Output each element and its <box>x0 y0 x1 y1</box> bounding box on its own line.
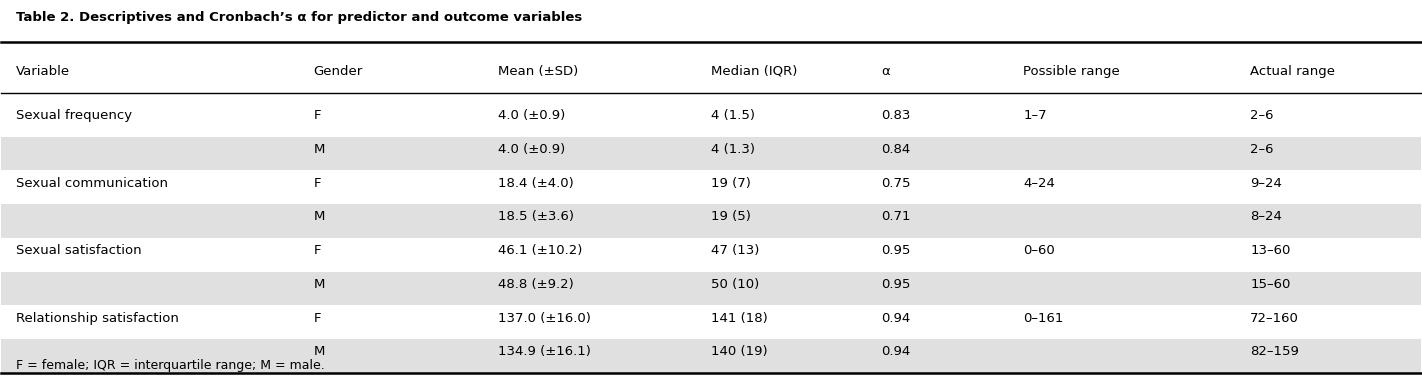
Text: 141 (18): 141 (18) <box>711 312 768 325</box>
Text: 134.9 (±16.1): 134.9 (±16.1) <box>498 345 592 358</box>
Text: 48.8 (±9.2): 48.8 (±9.2) <box>498 278 574 291</box>
Text: Variable: Variable <box>16 64 70 78</box>
Text: 18.5 (±3.6): 18.5 (±3.6) <box>498 210 574 223</box>
Text: 0.75: 0.75 <box>882 177 912 190</box>
Text: 0.94: 0.94 <box>882 312 910 325</box>
Bar <box>1 339 1421 373</box>
Text: 2–6: 2–6 <box>1250 109 1274 122</box>
Bar <box>1 137 1421 170</box>
Text: α: α <box>882 64 890 78</box>
Text: 15–60: 15–60 <box>1250 278 1291 291</box>
Text: F: F <box>314 244 321 257</box>
Text: 8–24: 8–24 <box>1250 210 1283 223</box>
Text: 46.1 (±10.2): 46.1 (±10.2) <box>498 244 583 257</box>
Text: Relationship satisfaction: Relationship satisfaction <box>16 312 178 325</box>
Text: 18.4 (±4.0): 18.4 (±4.0) <box>498 177 574 190</box>
Text: 4.0 (±0.9): 4.0 (±0.9) <box>498 143 566 156</box>
Text: M: M <box>314 210 326 223</box>
Text: F: F <box>314 177 321 190</box>
Text: 19 (7): 19 (7) <box>711 177 751 190</box>
Text: 19 (5): 19 (5) <box>711 210 751 223</box>
Text: 4 (1.3): 4 (1.3) <box>711 143 755 156</box>
Text: Mean (±SD): Mean (±SD) <box>498 64 579 78</box>
Text: 4 (1.5): 4 (1.5) <box>711 109 755 122</box>
Text: 1–7: 1–7 <box>1024 109 1047 122</box>
Text: 0–161: 0–161 <box>1024 312 1064 325</box>
Text: 0–60: 0–60 <box>1024 244 1055 257</box>
Text: F: F <box>314 312 321 325</box>
Text: Sexual satisfaction: Sexual satisfaction <box>16 244 141 257</box>
Text: 47 (13): 47 (13) <box>711 244 759 257</box>
Text: 0.95: 0.95 <box>882 278 910 291</box>
Text: Actual range: Actual range <box>1250 64 1335 78</box>
Bar <box>1 204 1421 238</box>
Text: F = female; IQR = interquartile range; M = male.: F = female; IQR = interquartile range; M… <box>16 359 324 372</box>
Text: Median (IQR): Median (IQR) <box>711 64 798 78</box>
Text: 4–24: 4–24 <box>1024 177 1055 190</box>
Text: Sexual communication: Sexual communication <box>16 177 168 190</box>
Text: M: M <box>314 143 326 156</box>
Text: 72–160: 72–160 <box>1250 312 1300 325</box>
Text: 13–60: 13–60 <box>1250 244 1291 257</box>
Bar <box>1 272 1421 305</box>
Text: Possible range: Possible range <box>1024 64 1121 78</box>
Text: M: M <box>314 345 326 358</box>
Text: Sexual frequency: Sexual frequency <box>16 109 132 122</box>
Text: F: F <box>314 109 321 122</box>
Text: 0.94: 0.94 <box>882 345 910 358</box>
Text: Table 2. Descriptives and Cronbach’s α for predictor and outcome variables: Table 2. Descriptives and Cronbach’s α f… <box>16 11 582 24</box>
Text: 0.84: 0.84 <box>882 143 910 156</box>
Text: M: M <box>314 278 326 291</box>
Text: 137.0 (±16.0): 137.0 (±16.0) <box>498 312 592 325</box>
Text: 50 (10): 50 (10) <box>711 278 759 291</box>
Text: 4.0 (±0.9): 4.0 (±0.9) <box>498 109 566 122</box>
Text: Gender: Gender <box>314 64 363 78</box>
Text: 2–6: 2–6 <box>1250 143 1274 156</box>
Text: 0.83: 0.83 <box>882 109 910 122</box>
Text: 0.95: 0.95 <box>882 244 910 257</box>
Text: 0.71: 0.71 <box>882 210 912 223</box>
Text: 9–24: 9–24 <box>1250 177 1283 190</box>
Text: 140 (19): 140 (19) <box>711 345 768 358</box>
Text: 82–159: 82–159 <box>1250 345 1300 358</box>
